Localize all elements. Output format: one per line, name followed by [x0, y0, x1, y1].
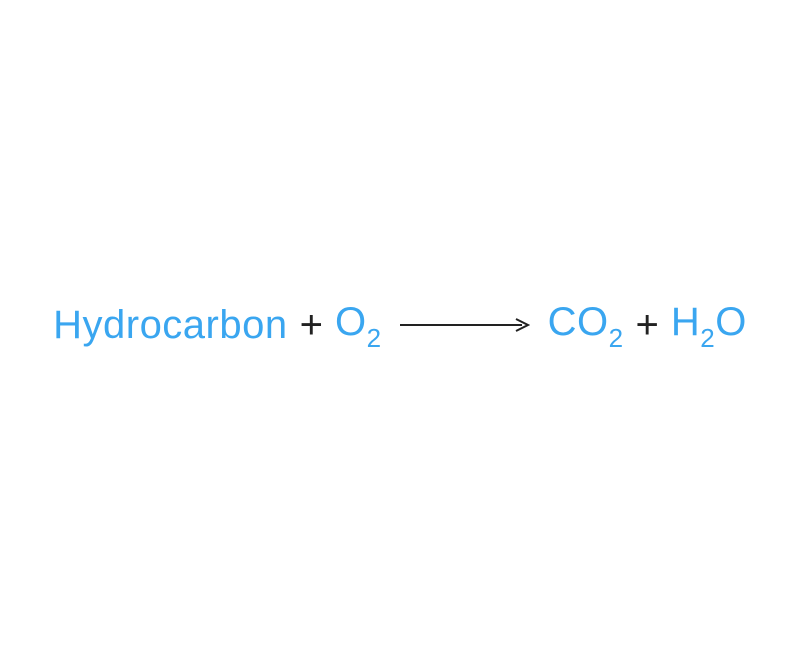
- product-co2-symbol: CO: [548, 300, 609, 344]
- product-co2: CO2: [548, 302, 624, 348]
- reactant-oxygen-symbol: O: [335, 300, 367, 344]
- product-h2o-h: H: [671, 300, 700, 344]
- reactant-hydrocarbon: Hydrocarbon: [53, 305, 288, 345]
- reactant-oxygen: O2: [335, 302, 382, 348]
- product-h2o: H2O: [671, 302, 747, 348]
- product-h2o-subscript: 2: [700, 323, 715, 353]
- product-co2-subscript: 2: [609, 323, 624, 353]
- product-h2o-o: O: [715, 300, 747, 344]
- plus-operator-2: +: [624, 305, 671, 345]
- combustion-equation: Hydrocarbon + O2 CO2 + H2O: [53, 302, 747, 348]
- arrow-icon: [400, 315, 530, 335]
- plus-operator: +: [288, 305, 335, 345]
- reactant-oxygen-subscript: 2: [367, 323, 382, 353]
- equation-container: Hydrocarbon + O2 CO2 + H2O: [0, 0, 800, 650]
- reaction-arrow: [382, 315, 548, 335]
